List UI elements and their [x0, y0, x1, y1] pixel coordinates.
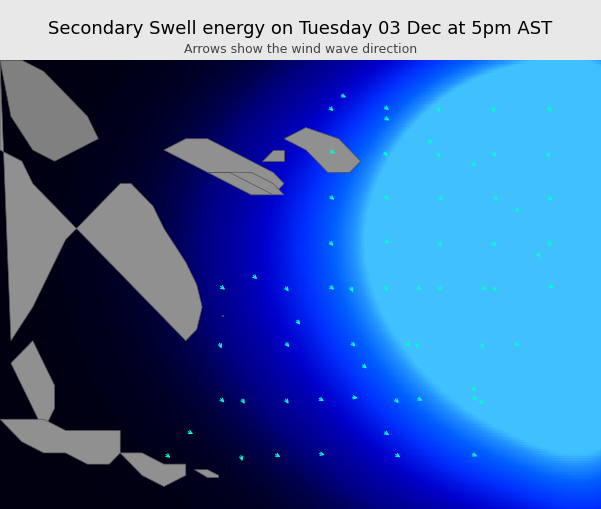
Polygon shape	[207, 173, 284, 195]
Polygon shape	[0, 61, 202, 341]
Polygon shape	[164, 139, 284, 195]
Polygon shape	[222, 315, 223, 317]
Text: Secondary Swell energy on Tuesday 03 Dec at 5pm AST: Secondary Swell energy on Tuesday 03 Dec…	[48, 20, 553, 38]
Polygon shape	[0, 61, 99, 162]
Text: Arrows show the wind wave direction: Arrows show the wind wave direction	[184, 43, 417, 56]
Polygon shape	[195, 470, 219, 477]
Polygon shape	[11, 341, 55, 431]
Polygon shape	[262, 151, 284, 162]
Polygon shape	[120, 453, 186, 487]
Polygon shape	[0, 419, 120, 464]
Polygon shape	[284, 128, 361, 173]
